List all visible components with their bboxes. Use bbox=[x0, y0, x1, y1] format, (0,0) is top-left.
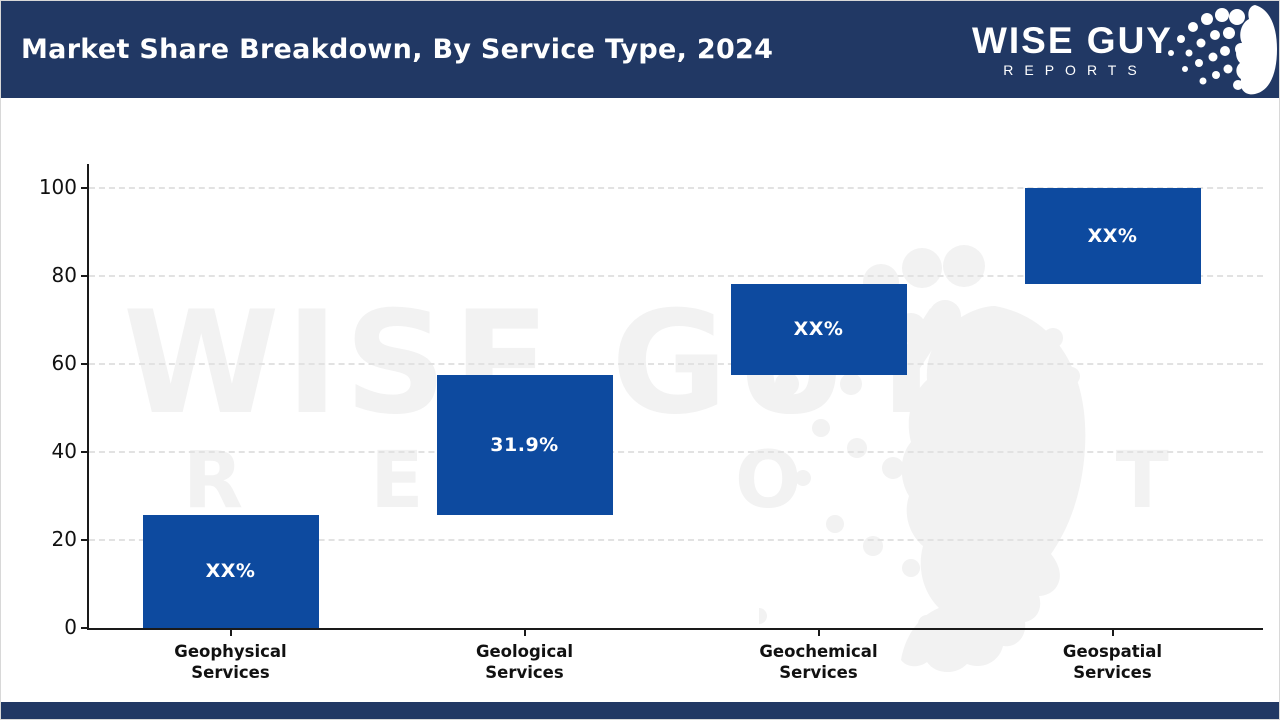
y-tick-mark bbox=[81, 275, 89, 277]
y-tick-label: 40 bbox=[51, 439, 77, 463]
bar-segment: XX% bbox=[142, 514, 319, 628]
watermark-subtitle: R E P O R T S bbox=[183, 436, 1279, 526]
y-tick-label: 20 bbox=[51, 527, 77, 551]
gridline bbox=[89, 187, 1263, 189]
y-axis-line bbox=[87, 164, 89, 630]
y-tick-mark bbox=[81, 627, 89, 629]
y-tick-mark bbox=[81, 363, 89, 365]
x-category-label-line: Geochemical bbox=[759, 642, 878, 661]
y-tick-mark bbox=[81, 187, 89, 189]
y-tick-label: 80 bbox=[51, 263, 77, 287]
footer-bar bbox=[1, 702, 1279, 719]
bar-segment: XX% bbox=[730, 283, 907, 375]
x-category-label-line: Services bbox=[779, 662, 858, 682]
bar-value-label: XX% bbox=[1087, 224, 1138, 247]
brand-name: WISE GUY bbox=[971, 19, 1173, 61]
y-tick-mark bbox=[81, 451, 89, 453]
gridline bbox=[89, 363, 1263, 365]
y-tick-label: 100 bbox=[38, 175, 77, 199]
x-category-label: Geospatial Services bbox=[973, 642, 1253, 683]
bar-segment: XX% bbox=[1024, 188, 1201, 284]
x-category-label-line: Geological bbox=[475, 642, 574, 661]
x-category-label: Geological Services bbox=[385, 642, 665, 683]
y-tick-label: 0 bbox=[64, 615, 77, 639]
y-tick-mark bbox=[81, 539, 89, 541]
bar-segment: 31.9% bbox=[436, 374, 613, 515]
page-title: Market Share Breakdown, By Service Type,… bbox=[21, 34, 774, 65]
x-category-label-line: Geophysical bbox=[174, 642, 287, 661]
brand-logo: WISE GUY REPORTS bbox=[972, 1, 1279, 98]
gridline bbox=[89, 451, 1263, 453]
x-tick-mark bbox=[817, 628, 820, 636]
x-category-label-line: Services bbox=[485, 662, 564, 682]
x-category-label-line: Geospatial bbox=[1062, 642, 1163, 661]
bar-value-label: 31.9% bbox=[490, 433, 559, 456]
gridline bbox=[89, 275, 1263, 277]
brand-face-icon bbox=[1168, 5, 1277, 95]
bar-value-label: XX% bbox=[205, 560, 256, 583]
x-tick-mark bbox=[229, 628, 232, 636]
x-category-label-line: Services bbox=[1073, 662, 1152, 682]
x-category-label: Geophysical Services bbox=[91, 642, 371, 683]
gridline bbox=[89, 539, 1263, 541]
x-axis-line bbox=[87, 628, 1263, 630]
x-category-label-line: Services bbox=[191, 662, 270, 682]
x-category-label: Geochemical Services bbox=[679, 642, 959, 683]
brand-wordmark: WISE GUY REPORTS bbox=[972, 22, 1173, 78]
x-tick-mark bbox=[523, 628, 526, 636]
chart-area: WISE GUY R E P O R T S 020406080100XX%Ge… bbox=[1, 98, 1279, 704]
brand-subtitle: REPORTS bbox=[1003, 61, 1148, 78]
bar-value-label: XX% bbox=[793, 318, 844, 341]
y-tick-label: 60 bbox=[51, 351, 77, 375]
x-tick-mark bbox=[1111, 628, 1114, 636]
header: Market Share Breakdown, By Service Type,… bbox=[1, 1, 1279, 98]
